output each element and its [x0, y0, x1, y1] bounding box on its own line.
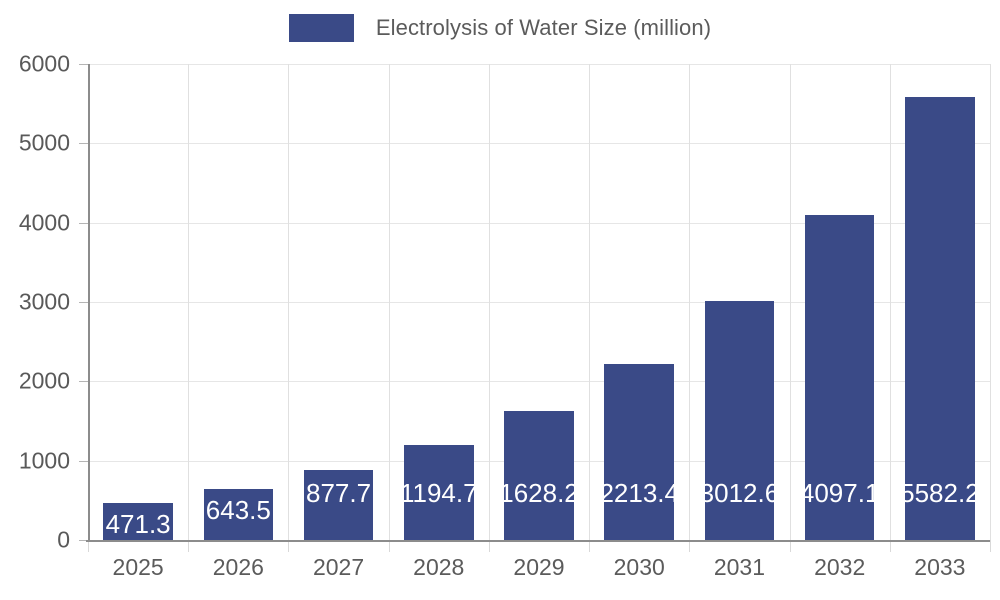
gridline-vertical	[288, 64, 289, 540]
x-axis-labels: 2025 2026 2027 2028 2029 2030 2031 2032 2033	[88, 554, 990, 594]
y-axis-tick-label: 3000	[18, 288, 70, 315]
y-axis-tick	[79, 143, 88, 145]
gridline-horizontal	[88, 64, 990, 65]
x-axis-tick	[990, 540, 991, 552]
y-axis-tick	[79, 64, 88, 65]
y-axis-tick-label: 4000	[18, 209, 70, 236]
gridline-vertical	[589, 64, 590, 540]
plot-area: 471.3 643.5 877.7 1194.7 1628.2 2213.4 3012.6 4…	[79, 64, 991, 552]
x-axis-tick	[389, 540, 390, 552]
x-axis-tick	[689, 540, 690, 552]
y-axis-tick-label: 2000	[18, 367, 70, 394]
chart-legend: Electrolysis of Water Size (million)	[0, 0, 1000, 56]
bar[interactable]	[403, 445, 474, 540]
x-axis-tick-label: 2033	[914, 554, 966, 580]
bar[interactable]	[203, 488, 274, 540]
gridline-vertical	[689, 64, 690, 540]
gridline-horizontal	[88, 302, 990, 303]
y-axis-labels: 0 1000 2000 3000 4000 5000 6000	[0, 51, 78, 553]
x-axis-tick-label: 2031	[713, 554, 766, 580]
legend-item-label: Electrolysis of Water Size (million)	[375, 15, 712, 40]
gridline-vertical	[990, 64, 991, 540]
x-axis-tick	[288, 540, 289, 552]
y-axis-tick	[79, 381, 88, 383]
x-axis-tick-label: 2025	[112, 554, 164, 580]
bar[interactable]	[504, 410, 574, 540]
x-axis-tick-label: 2028	[413, 554, 465, 580]
y-axis-tick-label: 0	[57, 526, 70, 553]
gridline-vertical	[389, 64, 390, 540]
x-axis-tick-label: 2029	[513, 554, 565, 580]
x-axis-tick-label: 2032	[814, 554, 866, 580]
x-axis-tick	[589, 540, 590, 552]
x-axis-line	[86, 540, 990, 542]
bar[interactable]	[303, 470, 374, 540]
legend-swatch-icon	[288, 14, 354, 42]
y-axis-tick-label: 1000	[18, 447, 70, 474]
x-axis-tick	[890, 540, 891, 552]
bar[interactable]	[604, 364, 675, 540]
gridline-vertical	[790, 64, 791, 540]
y-axis-tick	[79, 540, 88, 541]
x-axis-tick-label: 2026	[212, 554, 264, 580]
bar[interactable]	[804, 214, 875, 540]
y-axis-tick-label: 6000	[18, 50, 70, 77]
gridline-vertical	[489, 64, 490, 540]
gridline-vertical	[188, 64, 189, 540]
y-axis-tick	[79, 222, 88, 224]
x-axis-tick	[188, 540, 189, 552]
gridline-horizontal	[88, 143, 990, 145]
bar[interactable]	[704, 301, 775, 540]
y-axis-tick-label: 5000	[18, 129, 70, 156]
legend-item-electrolysis-of-water-size[interactable]: Electrolysis of Water Size (million)	[288, 14, 712, 42]
x-axis-tick-label: 2027	[312, 554, 365, 580]
x-axis-tick	[489, 540, 490, 552]
y-axis-line	[88, 64, 90, 540]
bar[interactable]	[905, 97, 975, 540]
gridline-vertical	[890, 64, 891, 540]
x-axis-tick	[88, 540, 89, 552]
gridline-horizontal	[88, 381, 990, 383]
gridline-horizontal	[88, 222, 990, 224]
y-axis-tick	[79, 460, 88, 462]
y-axis-tick	[79, 302, 88, 303]
bar[interactable]	[103, 502, 173, 540]
x-axis-tick	[790, 540, 791, 552]
x-axis-tick-label: 2030	[613, 554, 665, 580]
